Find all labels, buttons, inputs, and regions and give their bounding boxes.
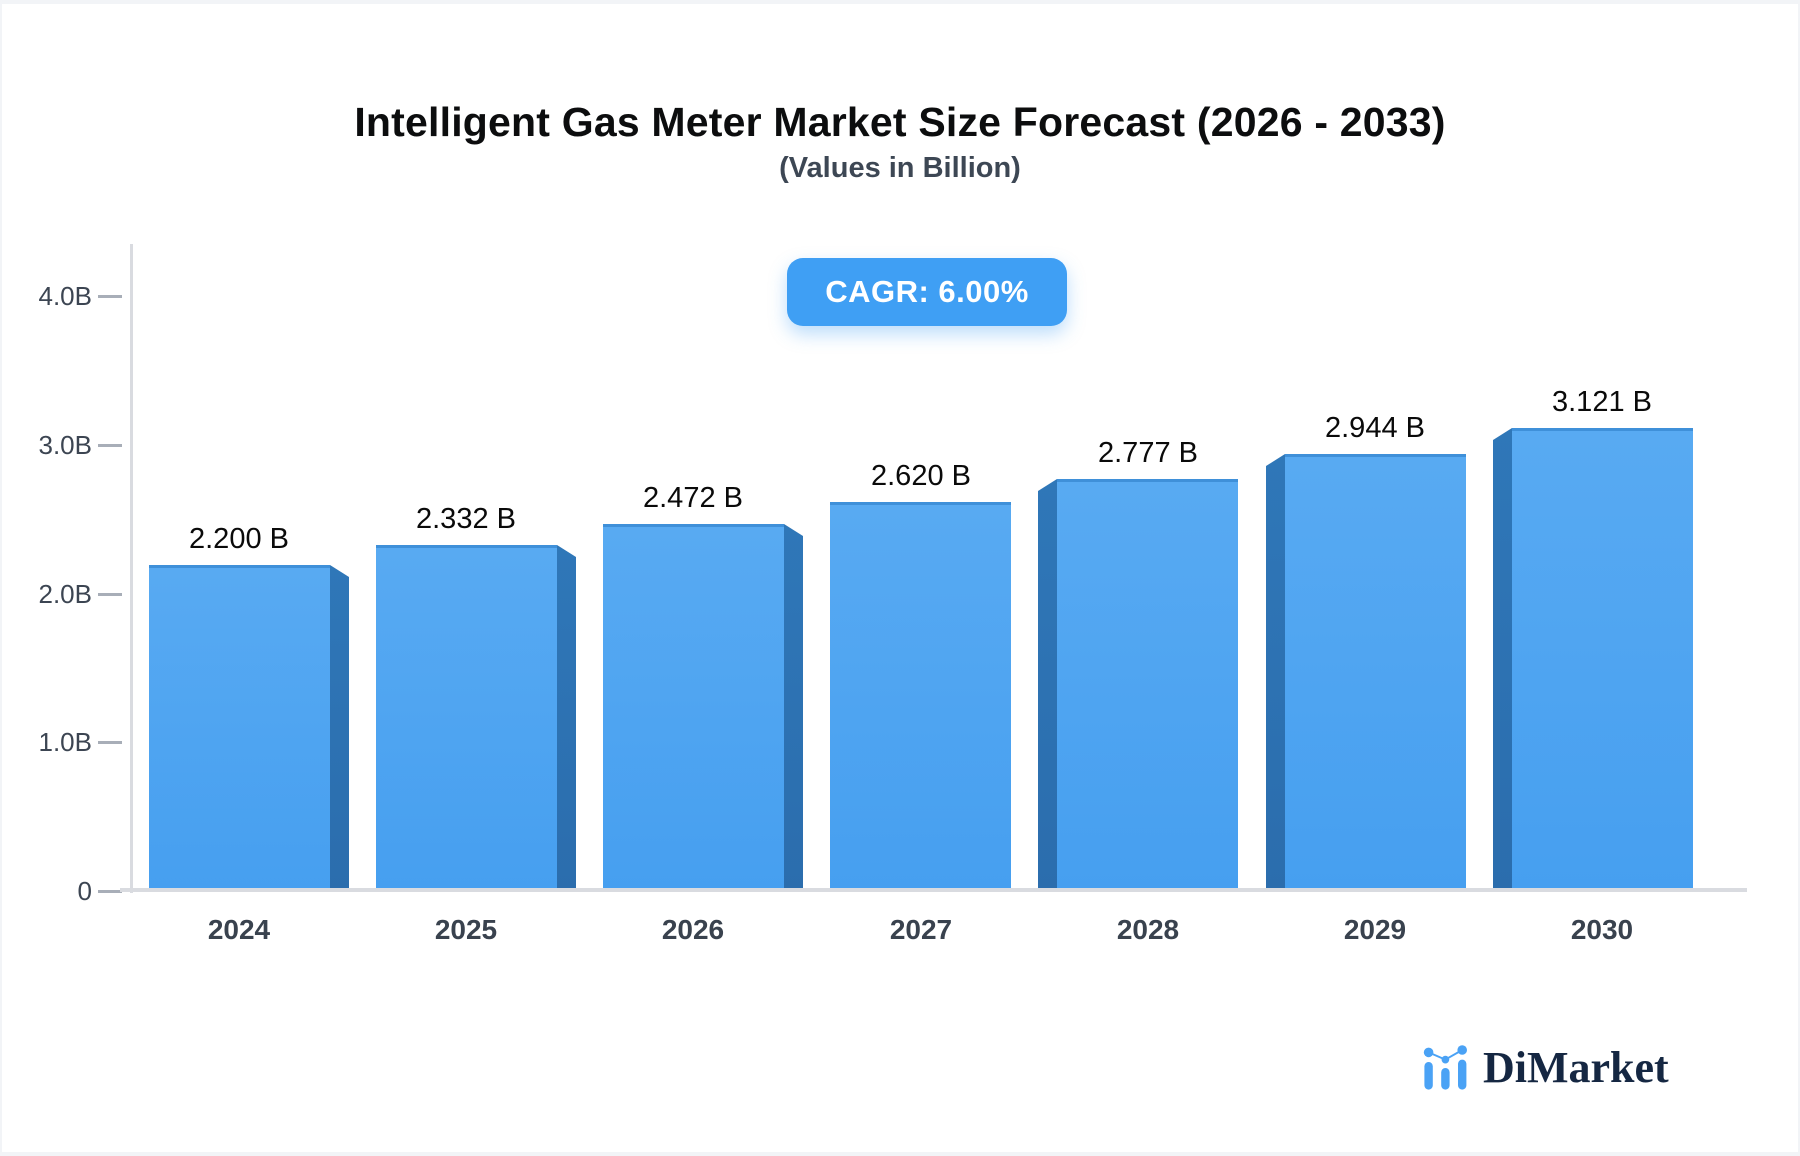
bar-value-label: 2.472 B bbox=[643, 482, 743, 514]
x-axis-label-2029: 2029 bbox=[1343, 914, 1407, 945]
bar-value-label: 3.121 B bbox=[1552, 386, 1652, 418]
brand-name: DiMarket bbox=[1483, 1043, 1669, 1092]
y-axis-line bbox=[130, 244, 133, 893]
bar-value-label: 2.200 B bbox=[189, 523, 289, 555]
y-tick-label: 2.0B bbox=[38, 578, 93, 609]
chart-subtitle: (Values in Billion) bbox=[779, 152, 1021, 184]
y-tick-dash bbox=[98, 741, 122, 745]
bar-bevel-2028 bbox=[1038, 479, 1057, 892]
bar-2027 bbox=[830, 502, 1011, 892]
y-tick-dash bbox=[98, 443, 122, 447]
cagr-badge-label: CAGR: 6.00% bbox=[825, 274, 1029, 309]
x-axis-label-2024: 2024 bbox=[207, 914, 271, 945]
bar-bevel-2029 bbox=[1266, 454, 1285, 892]
bar-bevel-2024 bbox=[330, 565, 349, 892]
bar-2030 bbox=[1512, 428, 1693, 892]
bar-value-label: 2.944 B bbox=[1325, 412, 1425, 444]
bar-2029 bbox=[1285, 454, 1466, 892]
bar-2025 bbox=[376, 545, 557, 892]
bar-2024 bbox=[149, 565, 330, 892]
y-tick-label: 1.0B bbox=[38, 727, 93, 758]
bar-bevel-2030 bbox=[1493, 428, 1512, 892]
x-axis-label-2028: 2028 bbox=[1116, 914, 1180, 945]
bar-bevel-2026 bbox=[784, 524, 803, 892]
chart-card: Intelligent Gas Meter Market Size Foreca… bbox=[2, 4, 1798, 1152]
y-tick-label: 0 bbox=[77, 876, 92, 906]
x-axis-label-2025: 2025 bbox=[434, 914, 498, 945]
y-tick-label: 3.0B bbox=[38, 429, 93, 460]
bar-2026 bbox=[603, 524, 784, 892]
x-axis-baseline bbox=[120, 888, 1747, 892]
bar-2028 bbox=[1057, 479, 1238, 892]
bar-value-label: 2.332 B bbox=[416, 503, 516, 535]
bar-value-label: 2.620 B bbox=[871, 460, 971, 492]
chart-title: Intelligent Gas Meter Market Size Foreca… bbox=[354, 99, 1446, 145]
bar-chart-dots-icon bbox=[1423, 1045, 1467, 1090]
x-axis-label-2030: 2030 bbox=[1570, 914, 1634, 945]
brand-logo: DiMarket bbox=[1422, 1044, 1669, 1092]
x-axis-label-2026: 2026 bbox=[661, 914, 725, 945]
bar-value-label: 2.777 B bbox=[1098, 437, 1198, 469]
y-tick-dash bbox=[98, 592, 122, 596]
bar-bevel-2025 bbox=[557, 545, 576, 892]
x-axis-label-2027: 2027 bbox=[889, 914, 953, 945]
y-tick-label: 4.0B bbox=[38, 281, 93, 312]
y-tick-dash bbox=[98, 890, 122, 893]
cagr-badge: CAGR: 6.00% bbox=[787, 258, 1067, 326]
y-tick-dash bbox=[98, 295, 122, 299]
